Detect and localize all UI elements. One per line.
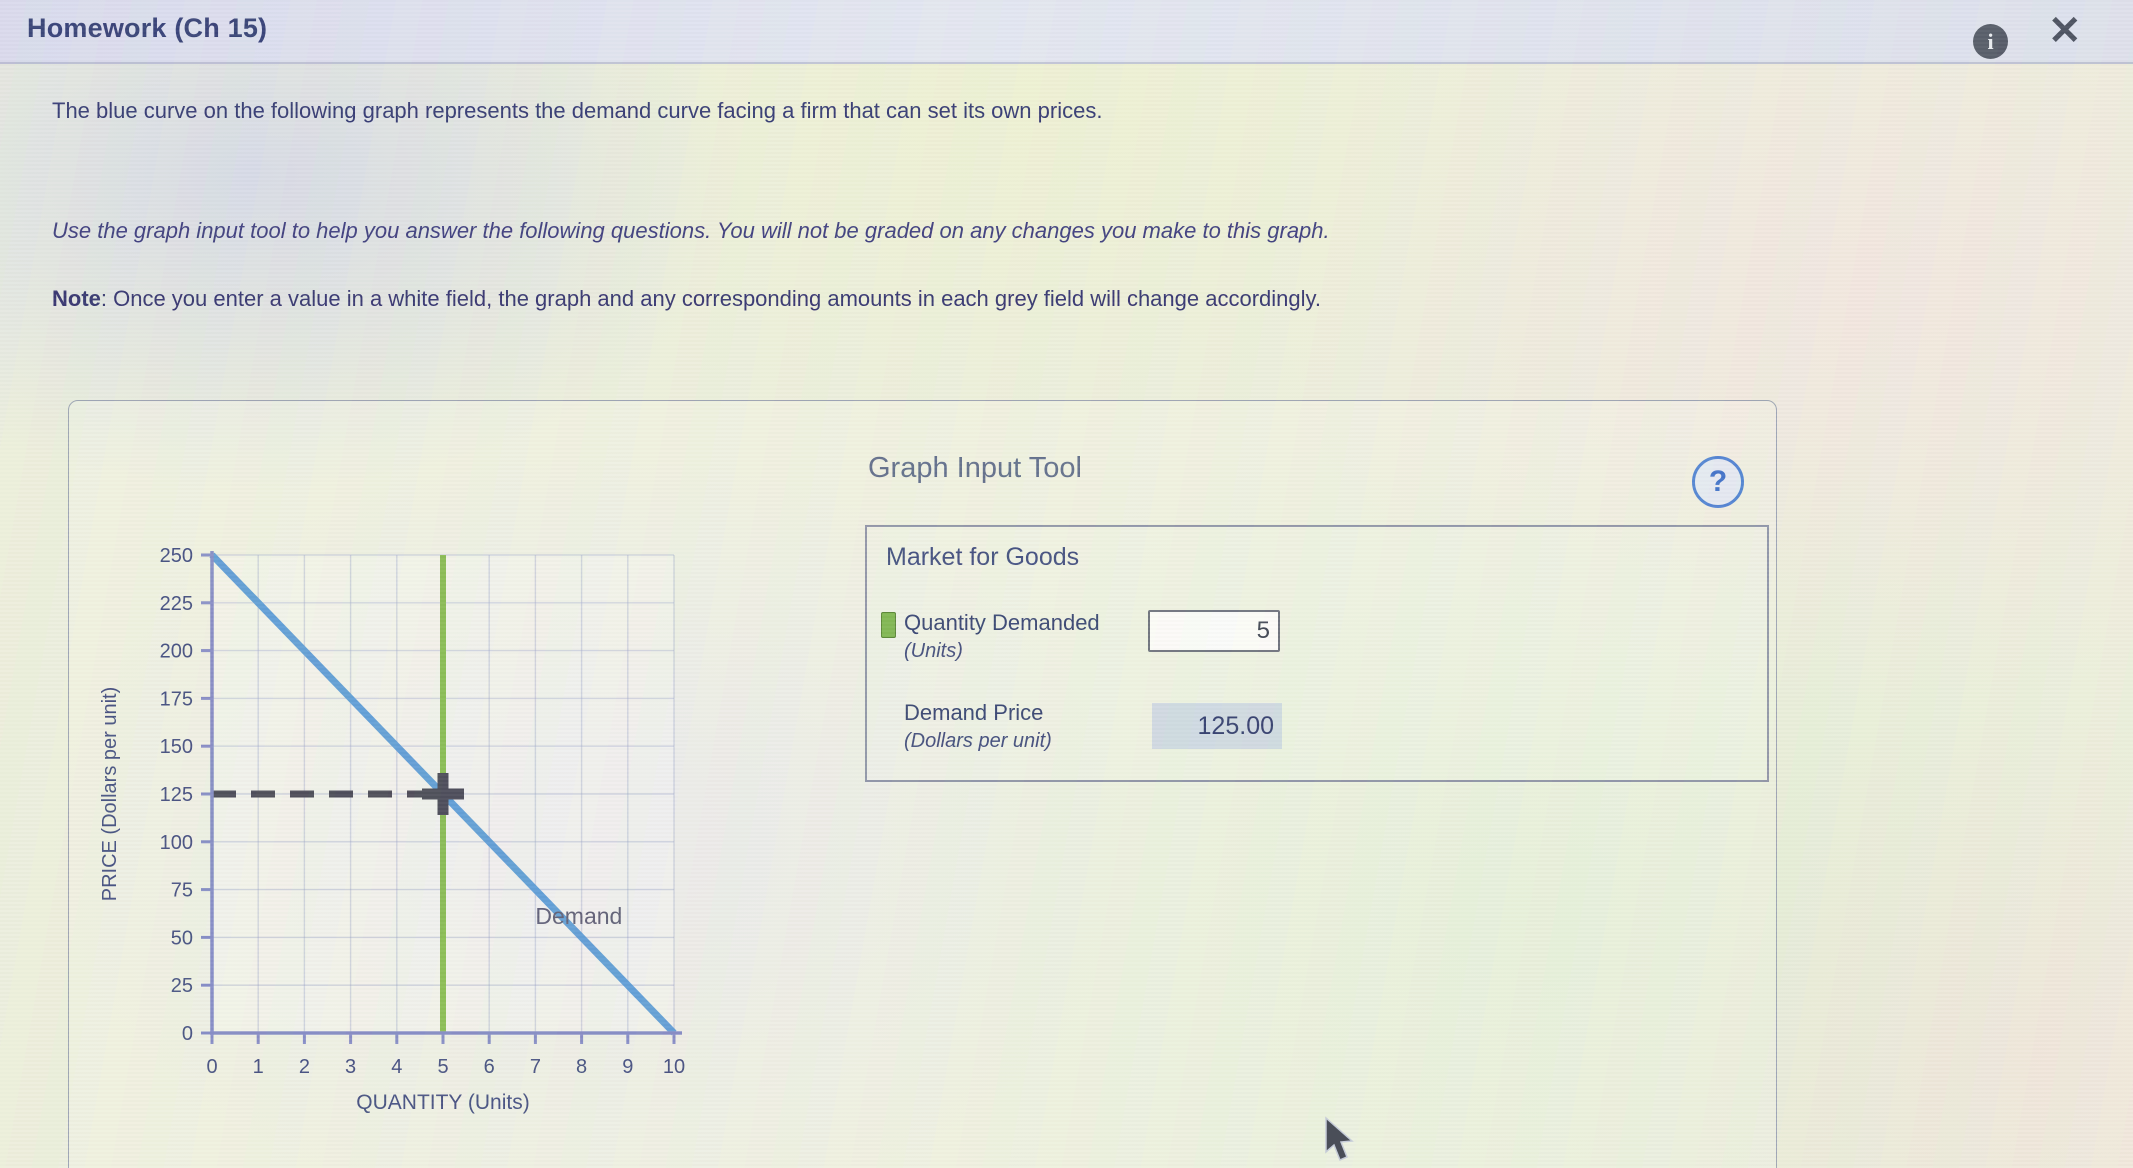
y-tick-label: 125 — [160, 784, 193, 806]
info-icon[interactable]: i — [1973, 24, 2008, 59]
quantity-demanded-input[interactable] — [1148, 610, 1280, 652]
x-tick-label: 6 — [484, 1056, 495, 1078]
quantity-demanded-text: Quantity Demanded — [904, 610, 1100, 635]
y-tick-label: 100 — [160, 832, 193, 854]
help-icon[interactable]: ? — [1692, 456, 1744, 508]
title-bar: Homework (Ch 15) i ✕ — [0, 0, 2133, 64]
x-tick-label: 7 — [530, 1056, 541, 1078]
x-tick-label: 4 — [391, 1056, 402, 1078]
quantity-legend-swatch — [881, 612, 896, 638]
demand-price-unit: (Dollars per unit) — [904, 730, 1052, 752]
y-tick-label: 25 — [171, 975, 193, 997]
graph-input-tool-title: Graph Input Tool — [868, 452, 1082, 484]
demand-price-text: Demand Price — [904, 700, 1044, 725]
quantity-demanded-unit: (Units) — [904, 640, 963, 662]
demand-price-value: 125.00 — [1152, 703, 1282, 749]
y-axis-title: PRICE (Dollars per unit) — [99, 687, 121, 902]
quantity-demanded-label: Quantity Demanded (Units) — [904, 609, 1104, 665]
y-tick-label: 75 — [171, 880, 193, 902]
y-tick-label: 150 — [160, 736, 193, 758]
x-tick-label: 0 — [206, 1056, 217, 1078]
market-panel-title: Market for Goods — [886, 543, 1080, 571]
x-tick-label: 3 — [345, 1056, 356, 1078]
x-tick-label: 8 — [576, 1056, 587, 1078]
x-tick-label: 2 — [299, 1056, 310, 1078]
y-tick-label: 175 — [160, 688, 193, 710]
instruction-note: Note: Once you enter a value in a white … — [52, 284, 1812, 314]
question-panel — [68, 400, 1777, 1168]
x-tick-label: 5 — [437, 1056, 448, 1078]
instruction-line-2: Use the graph input tool to help you ans… — [52, 218, 1330, 243]
demand-price-label: Demand Price (Dollars per unit) — [904, 699, 1104, 755]
note-text: : Once you enter a value in a white fiel… — [100, 286, 1321, 311]
market-for-goods-panel: Market for Goods Quantity Demanded (Unit… — [865, 525, 1769, 782]
mouse-cursor — [1325, 1116, 1354, 1161]
x-tick-label: 9 — [622, 1056, 633, 1078]
x-axis-title: QUANTITY (Units) — [356, 1091, 529, 1114]
note-label: Note — [52, 286, 101, 311]
x-tick-label: 10 — [663, 1056, 685, 1078]
close-icon[interactable]: ✕ — [2048, 9, 2082, 53]
y-tick-label: 250 — [160, 545, 193, 567]
y-tick-label: 225 — [160, 593, 193, 615]
instruction-line-1: The blue curve on the following graph re… — [52, 98, 1103, 123]
demand-curve-label: Demand — [535, 903, 622, 929]
page-title: Homework (Ch 15) — [27, 13, 268, 43]
y-tick-label: 200 — [160, 641, 193, 663]
y-tick-label: 50 — [171, 927, 193, 949]
demand-chart[interactable]: 0 25 50 75 100 125 150 175 200 225 250 0 1 2 3 4 5 6 7 8 9 10… — [80, 520, 800, 1160]
x-tick-label: 1 — [253, 1056, 264, 1078]
y-tick-label: 0 — [182, 1023, 193, 1045]
